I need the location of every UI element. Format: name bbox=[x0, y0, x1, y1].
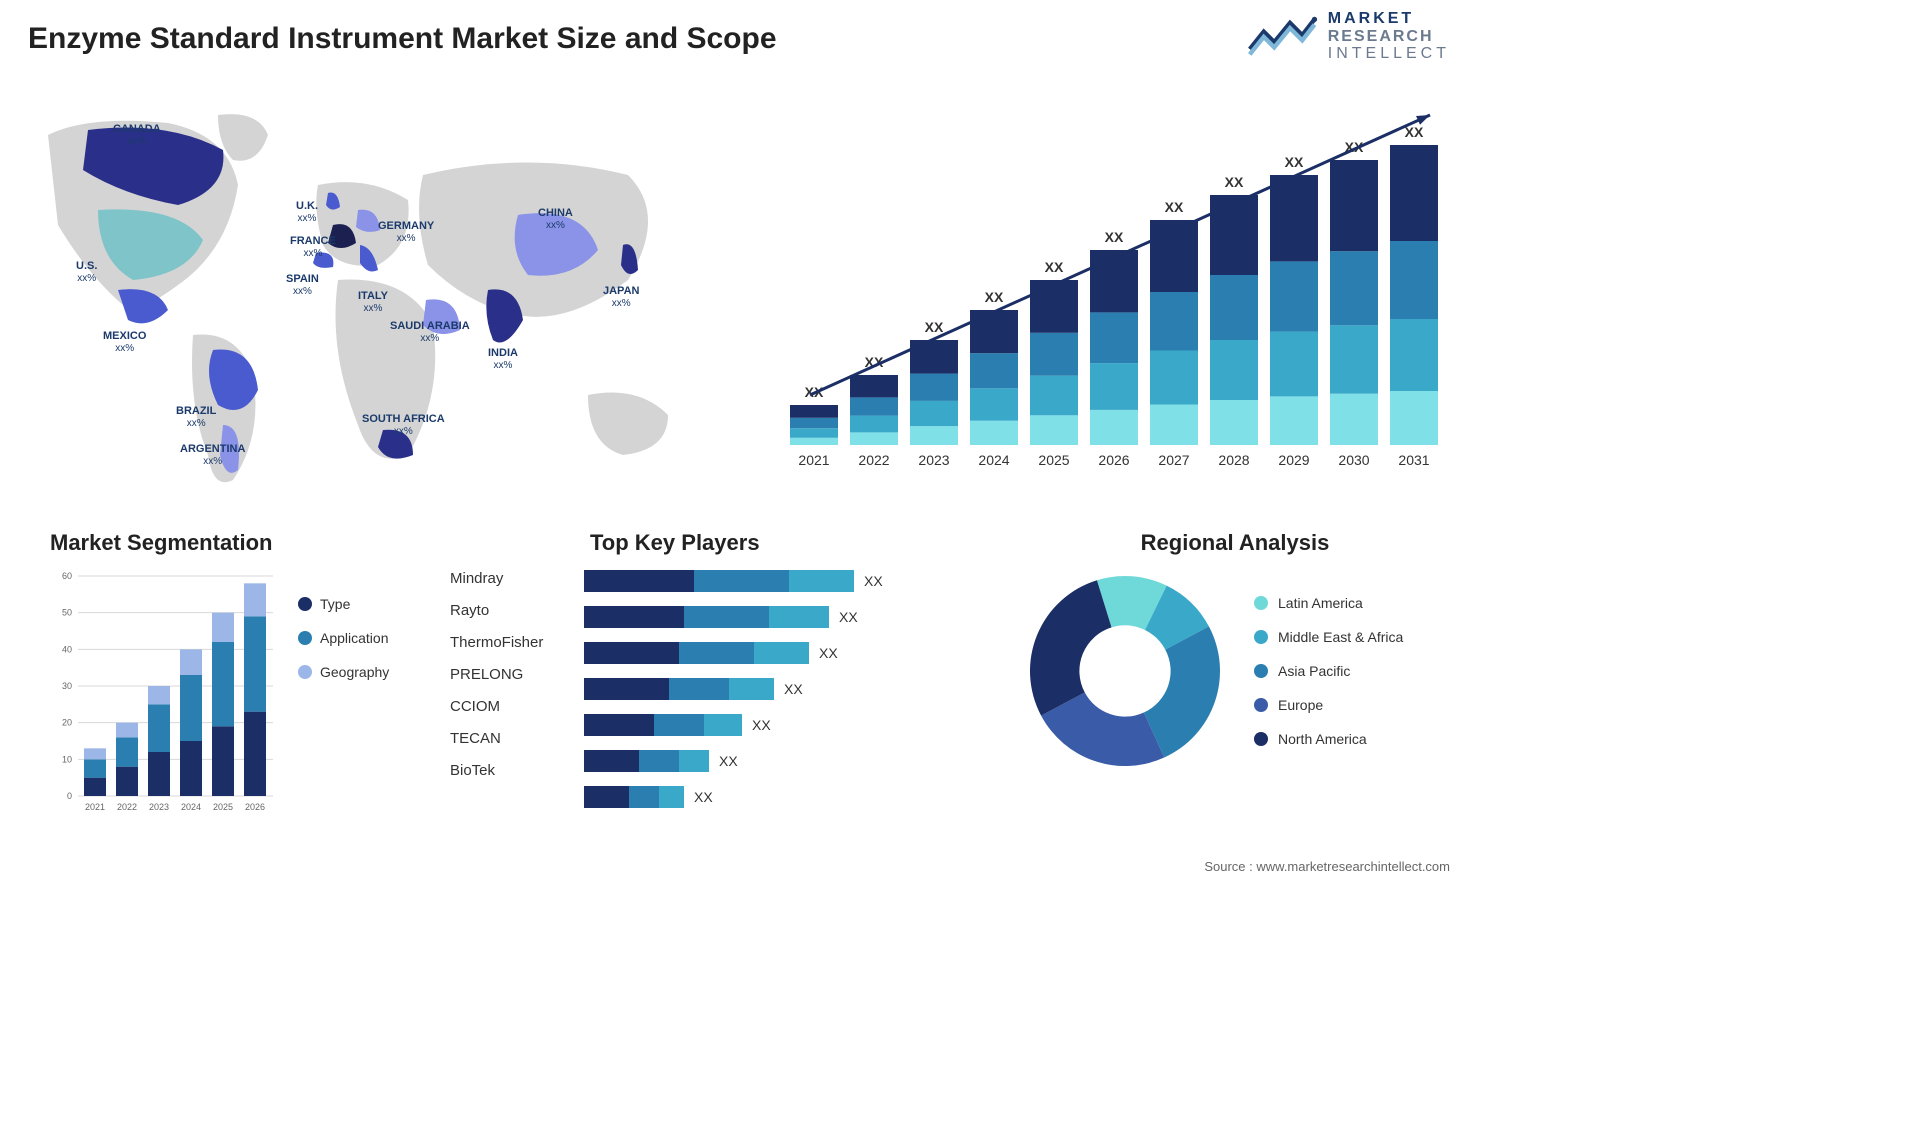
regional-legend-item: Asia Pacific bbox=[1254, 663, 1403, 679]
logo-line-2: RESEARCH bbox=[1328, 28, 1450, 46]
player-name: Mindray bbox=[450, 570, 570, 587]
svg-text:2026: 2026 bbox=[1098, 452, 1129, 468]
svg-text:XX: XX bbox=[1285, 154, 1304, 170]
logo-line-1: MARKET bbox=[1328, 10, 1450, 28]
world-map: CANADAxx% U.S.xx% MEXICOxx% BRAZILxx% ARGENT… bbox=[28, 95, 708, 495]
svg-text:2025: 2025 bbox=[213, 802, 233, 812]
svg-text:2021: 2021 bbox=[798, 452, 829, 468]
svg-text:2022: 2022 bbox=[858, 452, 889, 468]
svg-text:2025: 2025 bbox=[1038, 452, 1069, 468]
svg-text:XX: XX bbox=[1105, 229, 1124, 245]
player-bar-row: XX bbox=[584, 750, 883, 772]
regional-legend-item: Latin America bbox=[1254, 595, 1403, 611]
svg-text:50: 50 bbox=[62, 608, 72, 618]
player-bar-row: XX bbox=[584, 606, 883, 628]
svg-text:XX: XX bbox=[1225, 174, 1244, 190]
svg-text:XX: XX bbox=[985, 289, 1004, 305]
svg-text:2029: 2029 bbox=[1278, 452, 1309, 468]
regional-legend-item: North America bbox=[1254, 731, 1403, 747]
regional-legend: Latin America Middle East & Africa Asia Pa… bbox=[1254, 595, 1403, 747]
player-name: CCIOM bbox=[450, 698, 570, 715]
svg-text:10: 10 bbox=[62, 754, 72, 764]
regional-legend-item: Europe bbox=[1254, 697, 1403, 713]
main-bar-chart: XX 2021 XX 2022 XX 2023 XX 2024 XX 2025 XX 2026 XX 20… bbox=[770, 95, 1450, 475]
map-label: ITALYxx% bbox=[358, 290, 388, 315]
map-label: INDIAxx% bbox=[488, 347, 518, 372]
player-name: PRELONG bbox=[450, 666, 570, 683]
key-players-bars: XX XX XX XX XX XX XX bbox=[584, 570, 883, 808]
regional-block: Regional Analysis Latin America Middle Ea… bbox=[1020, 530, 1450, 776]
key-players-title: Top Key Players bbox=[590, 530, 970, 556]
regional-legend-item: Middle East & Africa bbox=[1254, 629, 1403, 645]
map-label: U.S.xx% bbox=[76, 260, 97, 285]
map-label: SAUDI ARABIAxx% bbox=[390, 320, 470, 345]
svg-text:0: 0 bbox=[67, 791, 72, 801]
svg-text:2030: 2030 bbox=[1338, 452, 1369, 468]
svg-text:2024: 2024 bbox=[978, 452, 1009, 468]
svg-text:2023: 2023 bbox=[918, 452, 949, 468]
svg-text:60: 60 bbox=[62, 571, 72, 581]
map-label: SPAINxx% bbox=[286, 273, 319, 298]
logo-mark-icon bbox=[1248, 11, 1318, 61]
segmentation-legend-item: Application bbox=[298, 630, 389, 646]
svg-text:20: 20 bbox=[62, 718, 72, 728]
svg-text:2028: 2028 bbox=[1218, 452, 1249, 468]
segmentation-title: Market Segmentation bbox=[50, 530, 470, 556]
map-label: ARGENTINAxx% bbox=[180, 443, 245, 468]
map-label: GERMANYxx% bbox=[378, 220, 434, 245]
player-name: Rayto bbox=[450, 602, 570, 619]
player-bar-row: XX bbox=[584, 678, 883, 700]
svg-text:2021: 2021 bbox=[85, 802, 105, 812]
player-name: ThermoFisher bbox=[450, 634, 570, 651]
map-label: BRAZILxx% bbox=[176, 405, 216, 430]
map-label: FRANCExx% bbox=[290, 235, 336, 260]
page-title: Enzyme Standard Instrument Market Size a… bbox=[28, 22, 777, 56]
svg-text:XX: XX bbox=[1165, 199, 1184, 215]
segmentation-legend-item: Type bbox=[298, 596, 389, 612]
player-bar-row: XX bbox=[584, 714, 883, 736]
player-bar-row: XX bbox=[584, 570, 883, 592]
key-players-names: Mindray Rayto ThermoFisher PRELONG CCIOM TECA… bbox=[450, 570, 570, 808]
svg-text:2022: 2022 bbox=[117, 802, 137, 812]
segmentation-chart: 0 10 20 30 40 50 60 2021 2022 2023 2024 2025 2026 bbox=[50, 566, 280, 826]
svg-text:30: 30 bbox=[62, 681, 72, 691]
map-label: CHINAxx% bbox=[538, 207, 573, 232]
svg-text:2031: 2031 bbox=[1398, 452, 1429, 468]
map-label: MEXICOxx% bbox=[103, 330, 146, 355]
svg-text:2024: 2024 bbox=[181, 802, 201, 812]
footer-source: Source : www.marketresearchintellect.com bbox=[1204, 859, 1450, 874]
svg-text:2027: 2027 bbox=[1158, 452, 1189, 468]
svg-text:XX: XX bbox=[925, 319, 944, 335]
svg-text:40: 40 bbox=[62, 644, 72, 654]
map-label: SOUTH AFRICAxx% bbox=[362, 413, 445, 438]
player-name: TECAN bbox=[450, 730, 570, 747]
logo-line-3: INTELLECT bbox=[1328, 45, 1450, 63]
svg-text:2023: 2023 bbox=[149, 802, 169, 812]
regional-donut-chart bbox=[1020, 566, 1230, 776]
svg-text:XX: XX bbox=[1045, 259, 1064, 275]
svg-text:2026: 2026 bbox=[245, 802, 265, 812]
segmentation-legend-item: Geography bbox=[298, 664, 389, 680]
map-label: U.K.xx% bbox=[296, 200, 318, 225]
player-bar-row: XX bbox=[584, 642, 883, 664]
map-label: CANADAxx% bbox=[113, 123, 161, 148]
map-label: JAPANxx% bbox=[603, 285, 639, 310]
regional-title: Regional Analysis bbox=[1020, 530, 1450, 556]
key-players-block: Top Key Players Mindray Rayto ThermoFisher… bbox=[450, 530, 970, 808]
player-bar-row: XX bbox=[584, 786, 883, 808]
segmentation-legend: Type Application Geography bbox=[298, 596, 389, 826]
segmentation-block: Market Segmentation 0 10 20 30 40 50 60 2021 202… bbox=[50, 530, 470, 826]
player-name: BioTek bbox=[450, 762, 570, 779]
brand-logo: MARKET RESEARCH INTELLECT bbox=[1248, 10, 1450, 63]
